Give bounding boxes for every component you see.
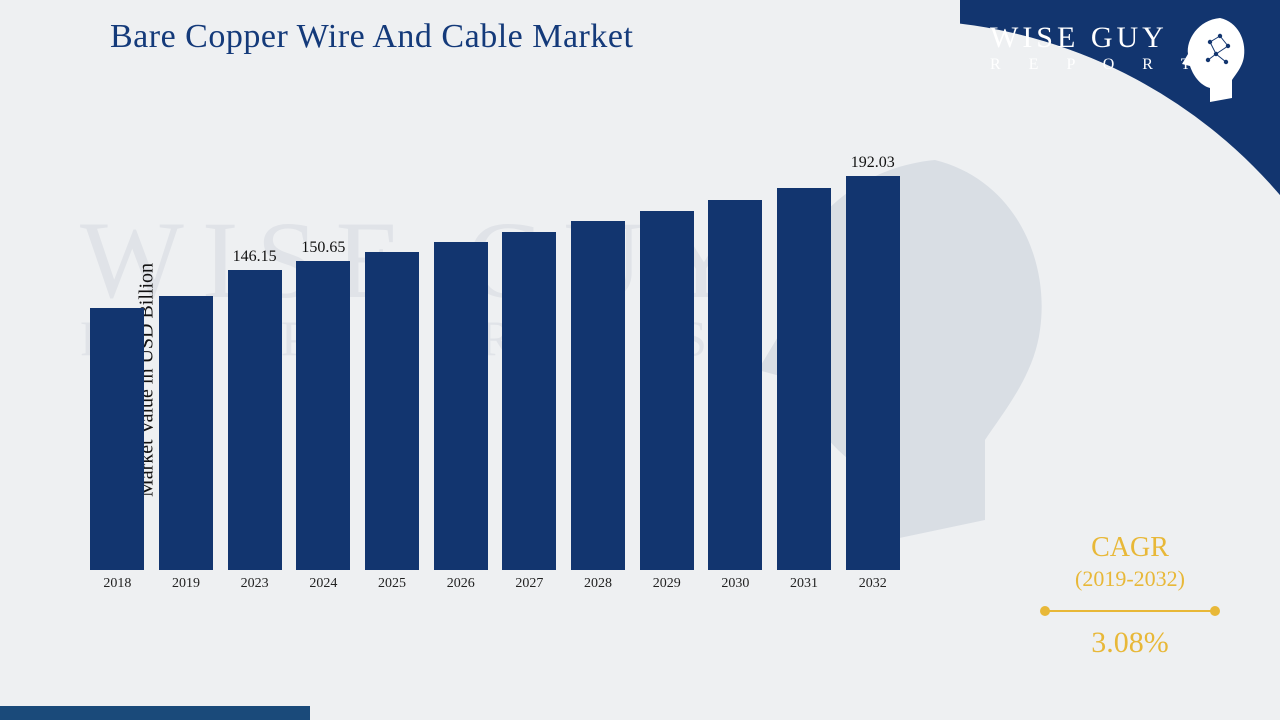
cagr-period: (2019-2032) xyxy=(1020,566,1240,592)
plot-area: 146.15 150.65 192.03 xyxy=(90,160,900,570)
bar-wrap xyxy=(639,211,694,570)
x-axis-label: 2029 xyxy=(639,576,694,600)
bar xyxy=(434,242,488,570)
bar-wrap xyxy=(708,200,763,570)
bar-wrap xyxy=(159,296,214,570)
bar-value-label: 146.15 xyxy=(233,248,277,266)
bar xyxy=(90,308,144,570)
x-axis-label: 2028 xyxy=(571,576,626,600)
bar-value-label: 192.03 xyxy=(851,154,895,172)
cagr-divider xyxy=(1045,610,1215,612)
x-axis-labels: 2018 2019 2023 2024 2025 2026 2027 2028 2029 2030… xyxy=(90,576,900,600)
bar-wrap xyxy=(502,232,557,570)
brand-head-icon xyxy=(1180,16,1250,104)
cagr-value: 3.08% xyxy=(1020,626,1240,660)
x-axis-label: 2030 xyxy=(708,576,763,600)
bar xyxy=(502,232,556,570)
bar xyxy=(708,200,762,570)
bar xyxy=(777,188,831,570)
bar xyxy=(228,270,282,570)
bar-wrap xyxy=(571,221,626,570)
cagr-label: CAGR xyxy=(1020,532,1240,564)
bar-wrap: 150.65 xyxy=(296,261,351,570)
bar-value-label: 150.65 xyxy=(301,239,345,257)
bar-wrap: 192.03 xyxy=(845,176,900,570)
cagr-block: CAGR (2019-2032) 3.08% xyxy=(1020,532,1240,660)
bar-wrap xyxy=(365,252,420,570)
x-axis-label: 2032 xyxy=(845,576,900,600)
x-axis-label: 2019 xyxy=(159,576,214,600)
brand-logo: WISE GUY R E P O R T S xyxy=(990,22,1250,74)
bar xyxy=(846,176,900,570)
x-axis-label: 2026 xyxy=(433,576,488,600)
bar-wrap: 146.15 xyxy=(227,270,282,570)
bar xyxy=(159,296,213,570)
bar-wrap xyxy=(433,242,488,570)
bar xyxy=(640,211,694,570)
x-axis-label: 2024 xyxy=(296,576,351,600)
bar-chart: Market Value in USD Billion 146.15150.65… xyxy=(80,160,900,600)
x-axis-label: 2031 xyxy=(777,576,832,600)
bar xyxy=(296,261,350,570)
x-axis-label: 2027 xyxy=(502,576,557,600)
x-axis-label: 2023 xyxy=(227,576,282,600)
bar-wrap xyxy=(90,308,145,570)
bar xyxy=(571,221,625,570)
bottom-accent-bar xyxy=(0,706,310,720)
x-axis-label: 2025 xyxy=(365,576,420,600)
chart-title: Bare Copper Wire And Cable Market xyxy=(110,18,633,56)
x-axis-label: 2018 xyxy=(90,576,145,600)
bar xyxy=(365,252,419,570)
infographic-canvas: Bare Copper Wire And Cable Market WISE G… xyxy=(0,0,1280,720)
bar-wrap xyxy=(777,188,832,570)
